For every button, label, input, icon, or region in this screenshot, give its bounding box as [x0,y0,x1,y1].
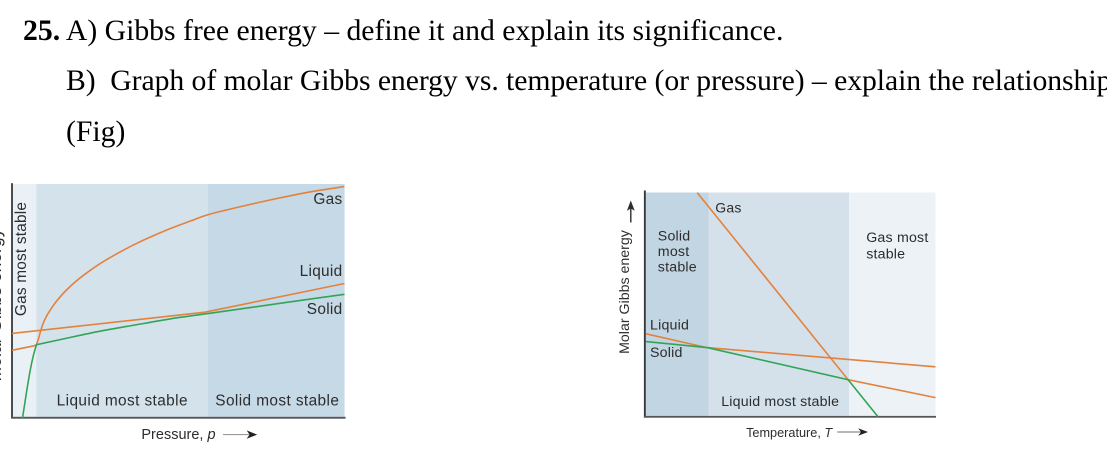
svg-text:Gas most: Gas most [866,230,928,246]
svg-text:stable: stable [658,259,697,275]
svg-text:Gas: Gas [313,191,342,208]
svg-text:Solid: Solid [307,301,343,318]
svg-text:Molar Gibbs energy: Molar Gibbs energy [617,229,633,354]
svg-text:Liquid most stable: Liquid most stable [57,392,188,409]
svg-text:Liquid: Liquid [650,318,689,334]
svg-text:Solid most stable: Solid most stable [215,392,339,409]
svg-text:Pressure, p: Pressure, p [141,427,215,443]
svg-text:most: most [658,244,690,260]
svg-text:Gas: Gas [715,200,741,216]
svg-text:Solid: Solid [658,229,691,245]
svg-text:Molar Gibbs energy: Molar Gibbs energy [0,228,5,381]
svg-text:Gas most stable: Gas most stable [13,202,30,316]
svg-text:Temperature, T: Temperature, T [746,426,833,440]
svg-text:stable: stable [866,246,905,262]
svg-text:Liquid: Liquid [300,263,343,280]
svg-text:Solid: Solid [650,345,683,361]
svg-text:Liquid most stable: Liquid most stable [721,394,839,410]
